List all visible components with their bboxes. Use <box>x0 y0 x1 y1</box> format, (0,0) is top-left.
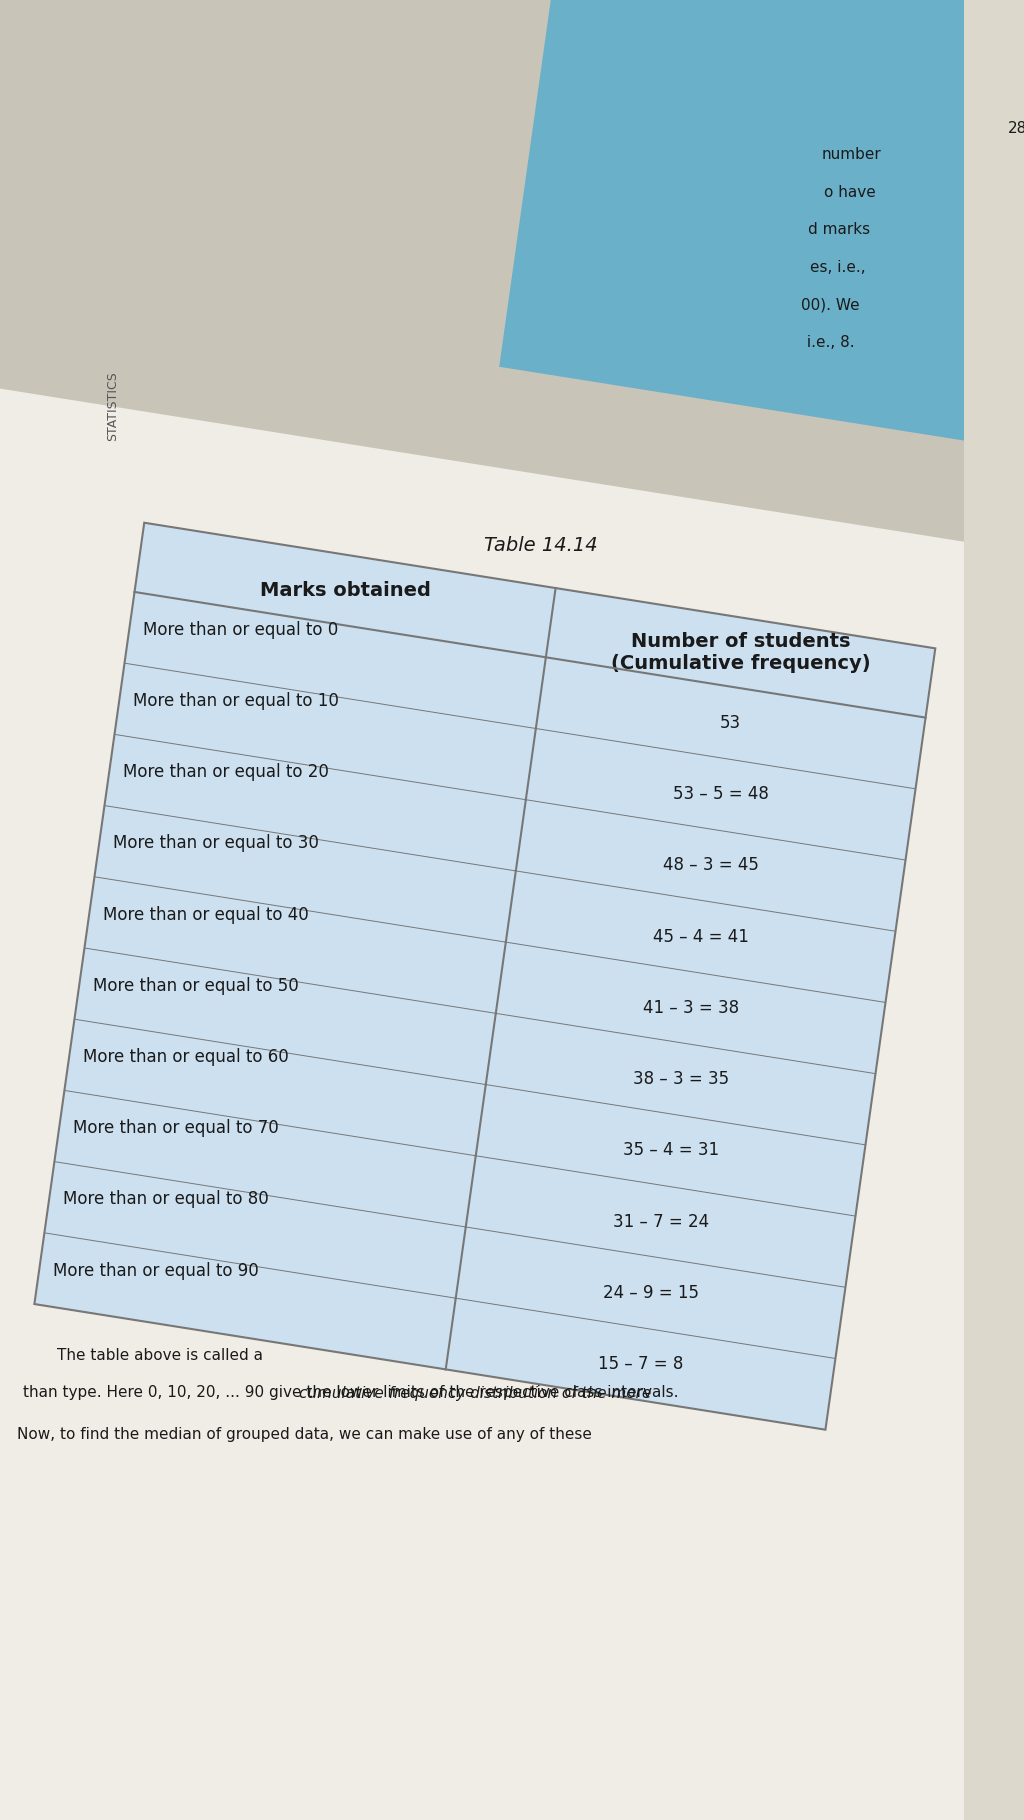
Text: More than or equal to 90: More than or equal to 90 <box>53 1261 259 1279</box>
Text: The table above is called a: The table above is called a <box>56 1349 267 1363</box>
Text: STATISTICS: STATISTICS <box>106 371 120 442</box>
Text: More than or equal to 40: More than or equal to 40 <box>103 906 309 923</box>
Text: 35 – 4 = 31: 35 – 4 = 31 <box>623 1141 719 1159</box>
Text: 00). We: 00). We <box>802 297 860 313</box>
Text: d marks: d marks <box>808 222 870 237</box>
Text: cumulative frequency distribution of the more: cumulative frequency distribution of the… <box>299 1387 651 1401</box>
Text: o have: o have <box>824 184 876 200</box>
Text: es, i.e.,: es, i.e., <box>810 260 865 275</box>
Text: Marks obtained: Marks obtained <box>260 581 430 599</box>
Text: More than or equal to 0: More than or equal to 0 <box>143 621 339 639</box>
Text: than type. Here 0, 10, 20, ... 90 give the lower limits of the respective class : than type. Here 0, 10, 20, ... 90 give t… <box>23 1385 679 1400</box>
Text: Number of students
(Cumulative frequency): Number of students (Cumulative frequency… <box>610 632 870 673</box>
Text: 53 – 5 = 48: 53 – 5 = 48 <box>673 784 769 803</box>
Text: 31 – 7 = 24: 31 – 7 = 24 <box>612 1212 709 1230</box>
Polygon shape <box>35 522 935 1431</box>
Text: 15 – 7 = 8: 15 – 7 = 8 <box>598 1354 683 1372</box>
Text: 45 – 4 = 41: 45 – 4 = 41 <box>652 928 749 946</box>
Polygon shape <box>0 369 1024 1820</box>
Text: i.e., 8.: i.e., 8. <box>802 335 855 349</box>
Polygon shape <box>499 0 1024 455</box>
Text: 24 – 9 = 15: 24 – 9 = 15 <box>602 1283 698 1301</box>
Text: More than or equal to 80: More than or equal to 80 <box>63 1190 269 1208</box>
Polygon shape <box>0 0 1024 1121</box>
Text: More than or equal to 60: More than or equal to 60 <box>83 1048 289 1067</box>
Text: More than or equal to 10: More than or equal to 10 <box>133 692 339 710</box>
Text: 281: 281 <box>1008 122 1024 136</box>
Text: More than or equal to 20: More than or equal to 20 <box>124 763 330 781</box>
Text: Table 14.14: Table 14.14 <box>484 535 598 555</box>
Text: 41 – 3 = 38: 41 – 3 = 38 <box>643 999 738 1017</box>
Text: More than or equal to 70: More than or equal to 70 <box>74 1119 280 1138</box>
Text: 48 – 3 = 45: 48 – 3 = 45 <box>663 857 759 874</box>
Text: 38 – 3 = 35: 38 – 3 = 35 <box>633 1070 729 1088</box>
Text: More than or equal to 30: More than or equal to 30 <box>114 834 319 852</box>
Text: More than or equal to 50: More than or equal to 50 <box>93 977 299 996</box>
Text: Now, to find the median of grouped data, we can make use of any of these: Now, to find the median of grouped data,… <box>17 1427 592 1441</box>
Text: number: number <box>821 147 881 162</box>
Text: 53: 53 <box>720 713 741 732</box>
